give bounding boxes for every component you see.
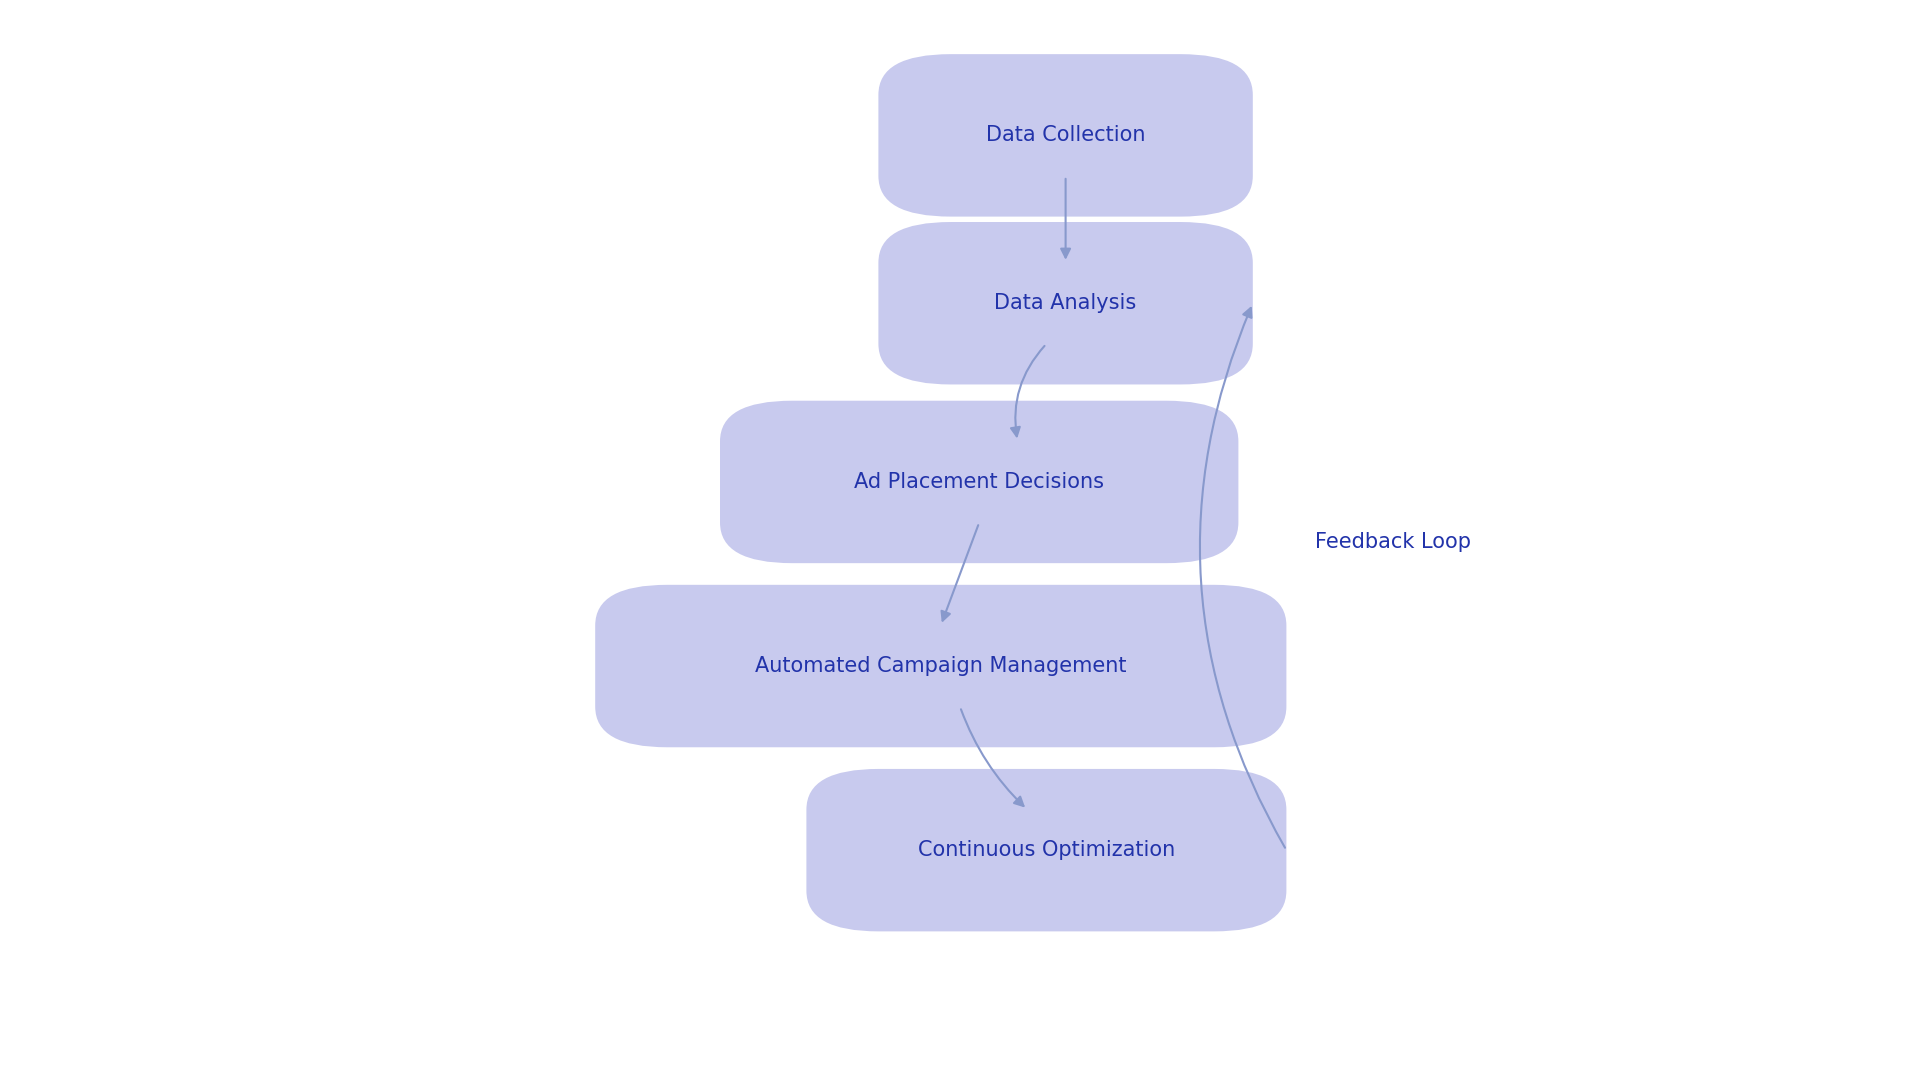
FancyBboxPatch shape (879, 54, 1254, 217)
Text: Feedback Loop: Feedback Loop (1315, 532, 1471, 551)
FancyBboxPatch shape (879, 222, 1254, 384)
Text: Automated Campaign Management: Automated Campaign Management (755, 656, 1127, 676)
FancyBboxPatch shape (595, 585, 1286, 747)
FancyBboxPatch shape (720, 401, 1238, 563)
Text: Data Collection: Data Collection (985, 126, 1146, 145)
Text: Data Analysis: Data Analysis (995, 293, 1137, 313)
Text: Continuous Optimization: Continuous Optimization (918, 840, 1175, 860)
FancyBboxPatch shape (806, 769, 1286, 931)
Text: Ad Placement Decisions: Ad Placement Decisions (854, 472, 1104, 492)
